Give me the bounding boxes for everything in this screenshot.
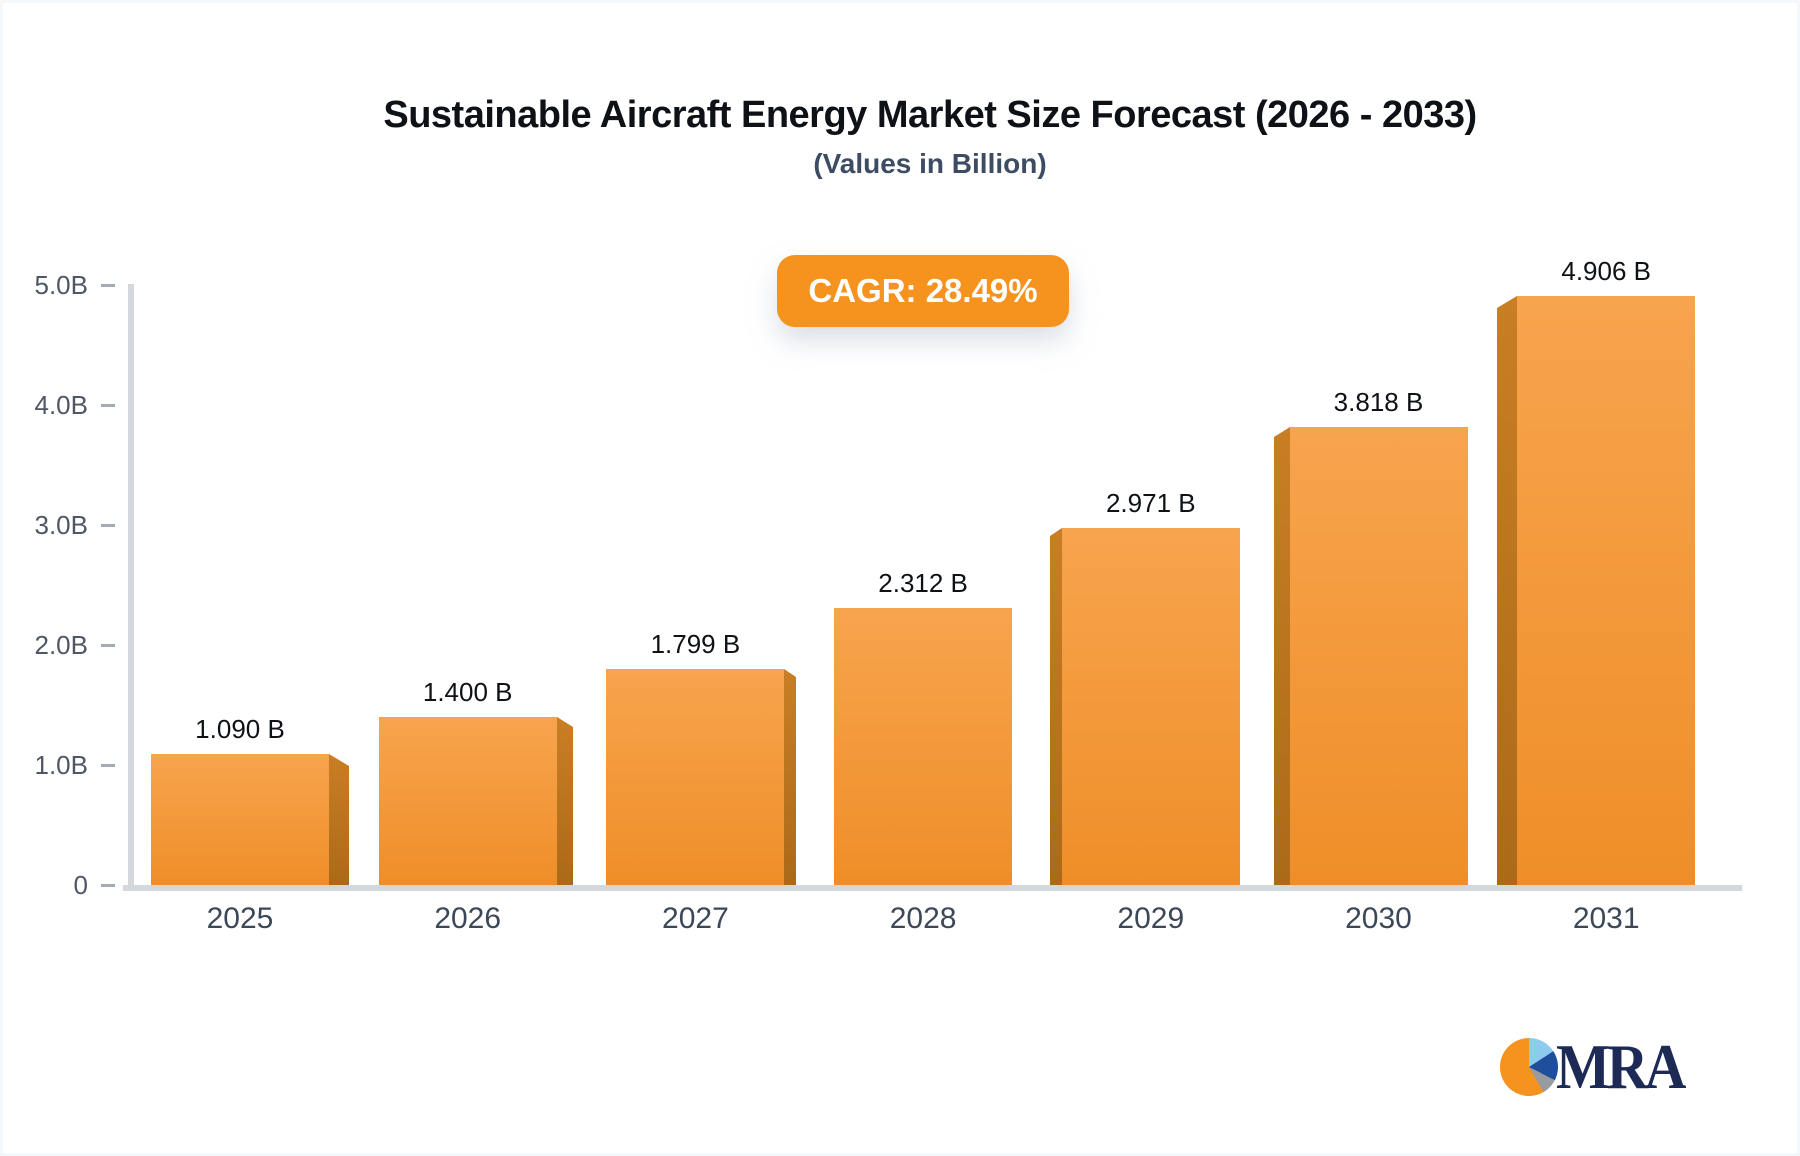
bar-3d-side-2030 <box>1274 427 1290 885</box>
x-axis-label-2031: 2031 <box>1572 902 1640 935</box>
x-axis-line <box>123 885 1742 891</box>
y-axis-line <box>128 284 134 891</box>
y-axis-tick <box>101 764 115 767</box>
bar-value-label-2029: 2.971 B <box>1105 488 1196 518</box>
y-axis-tick <box>101 884 115 887</box>
mra-logo: MRA <box>1500 1031 1697 1102</box>
bar-value-label-2028: 2.312 B <box>878 568 968 598</box>
bar-3d-side-2027 <box>784 669 796 885</box>
x-axis-label-2029: 2029 <box>1117 902 1185 935</box>
bar-2025 <box>151 754 329 885</box>
y-axis-tick-label: 5.0B <box>34 270 89 300</box>
cagr-badge: CAGR: 28.49% <box>777 255 1069 327</box>
mra-logo-text: MRA <box>1556 1031 1686 1102</box>
x-axis-label-2025: 2025 <box>206 902 274 935</box>
bar-3d-side-2029 <box>1050 528 1062 885</box>
y-axis-tick-label: 0 <box>73 870 88 900</box>
x-axis-label-2028: 2028 <box>889 902 957 935</box>
y-axis-tick <box>101 644 115 647</box>
y-axis-tick <box>101 524 115 527</box>
bar-2027 <box>606 669 784 885</box>
bar-value-label-2031: 4.906 B <box>1561 256 1651 286</box>
x-axis-label-2030: 2030 <box>1345 902 1412 935</box>
x-axis-label-2027: 2027 <box>662 902 729 935</box>
chart-subtitle: (Values in Billion) <box>813 148 1047 179</box>
bar-value-label-2030: 3.818 B <box>1333 387 1424 417</box>
bar-value-label-2026: 1.400 B <box>422 677 513 707</box>
bar-2031 <box>1517 296 1695 885</box>
chart-title: Sustainable Aircraft Energy Market Size … <box>383 94 1477 136</box>
y-axis-tick-label: 1.0B <box>34 750 89 780</box>
bar-3d-side-2026 <box>557 717 573 885</box>
y-axis-tick <box>101 404 115 407</box>
bar-value-label-2025: 1.090 B <box>195 714 285 744</box>
bar-2030 <box>1290 427 1468 885</box>
y-axis-tick-label: 3.0B <box>34 510 89 540</box>
mra-logo-pie-icon <box>1500 1038 1558 1096</box>
bar-2026 <box>379 717 557 885</box>
bar-value-label-2027: 1.799 B <box>650 629 741 659</box>
bar-3d-side-2031 <box>1497 296 1517 885</box>
bar-3d-side-2025 <box>329 754 349 885</box>
bar-2029 <box>1062 528 1240 885</box>
y-axis-tick-label: 2.0B <box>34 630 89 660</box>
x-axis-label-2026: 2026 <box>434 902 502 935</box>
bar-2028 <box>834 608 1012 885</box>
y-axis-tick-label: 4.0B <box>34 390 89 420</box>
y-axis-tick <box>101 284 115 287</box>
